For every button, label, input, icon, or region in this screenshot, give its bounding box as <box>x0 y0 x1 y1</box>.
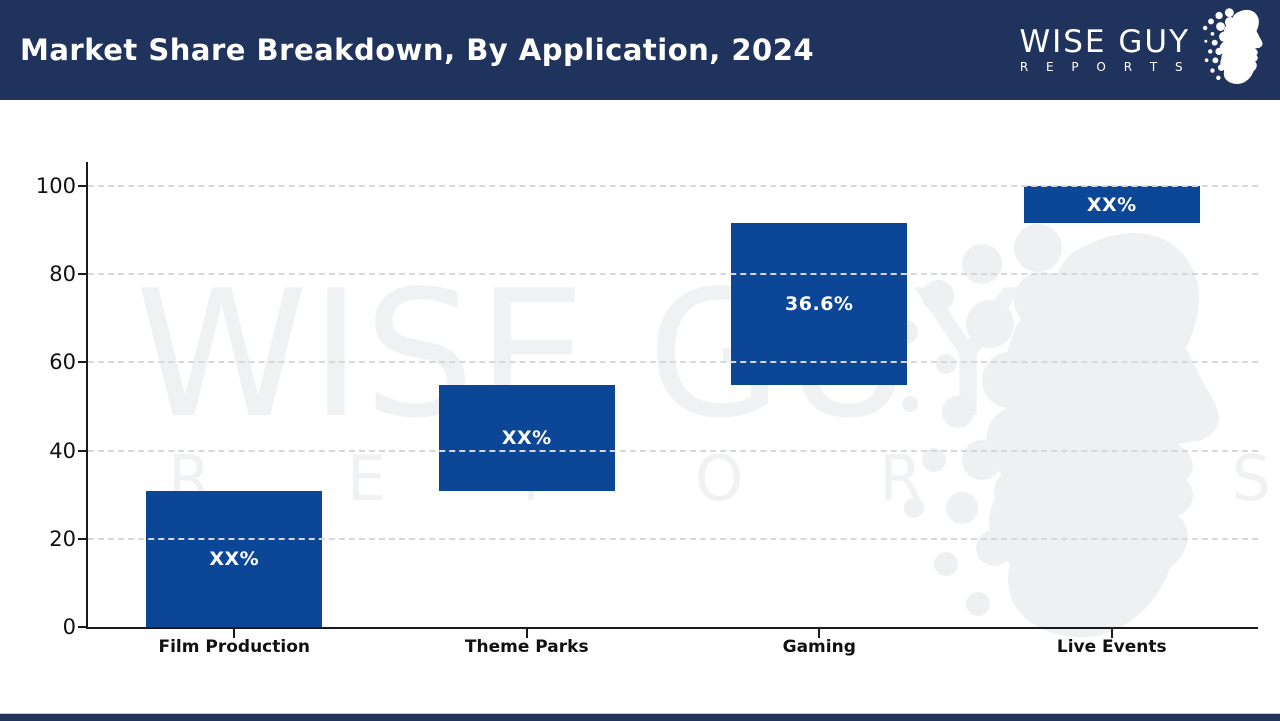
x-axis-tick <box>233 629 236 638</box>
y-axis-tick <box>78 449 88 452</box>
logo-text: WISE GUY R E P O R T S <box>1019 26 1190 75</box>
x-category-label: Theme Parks <box>464 637 589 657</box>
y-axis-tick-label: 60 <box>49 350 76 375</box>
y-axis-tick <box>78 361 88 364</box>
x-category-label: Live Events <box>1056 637 1167 657</box>
y-axis-tick <box>78 537 88 540</box>
logo-wordmark: WISE GUY <box>1019 23 1190 60</box>
y-axis-tick-label: 0 <box>62 615 76 639</box>
watermark-dotted-head <box>894 224 1219 638</box>
logo-subtitle: R E P O R T S <box>1019 60 1190 75</box>
x-category-label: Gaming <box>782 637 856 657</box>
bar-film-production: XX% <box>146 491 323 627</box>
chart-canvas: WISE GUY R E P O R T S 0 20 40 60 80 100 XX% Fi… <box>0 100 1280 714</box>
bar-gaming: 36.6% <box>731 223 908 385</box>
y-axis-tick-label: 20 <box>49 526 76 551</box>
bar-value-label: XX% <box>1086 193 1137 216</box>
x-category-label: Film Production <box>158 637 310 657</box>
x-axis-tick <box>818 629 821 638</box>
bar-value-label: 36.6% <box>785 293 854 316</box>
page-title: Market Share Breakdown, By Application, … <box>20 33 815 67</box>
x-axis-tick <box>525 629 528 638</box>
gridline <box>88 185 1258 187</box>
y-axis-spine <box>86 162 88 629</box>
wise-guy-reports-logo: WISE GUY R E P O R T S <box>1019 6 1280 94</box>
bar-value-label: XX% <box>501 427 552 450</box>
y-axis-tick-label: 100 <box>35 174 76 198</box>
y-axis-tick-label: 80 <box>49 262 76 287</box>
gridline <box>88 449 1258 452</box>
dotted-head-icon <box>1202 8 1263 84</box>
footer-strip <box>0 713 1280 721</box>
y-axis-tick-label: 40 <box>49 438 76 463</box>
header-bar: Market Share Breakdown, By Application, … <box>0 0 1280 100</box>
bar-value-label: XX% <box>209 548 260 571</box>
gridline <box>88 537 1258 540</box>
y-axis-tick <box>78 185 88 187</box>
x-axis-spine <box>86 627 1258 629</box>
gridline <box>88 361 1258 364</box>
y-axis-tick <box>78 273 88 276</box>
x-axis-tick <box>1110 629 1113 638</box>
bar-live-events: XX% <box>1023 186 1200 224</box>
y-axis-tick <box>78 626 88 628</box>
bar-theme-parks: XX% <box>438 384 615 492</box>
gridline <box>88 273 1258 276</box>
